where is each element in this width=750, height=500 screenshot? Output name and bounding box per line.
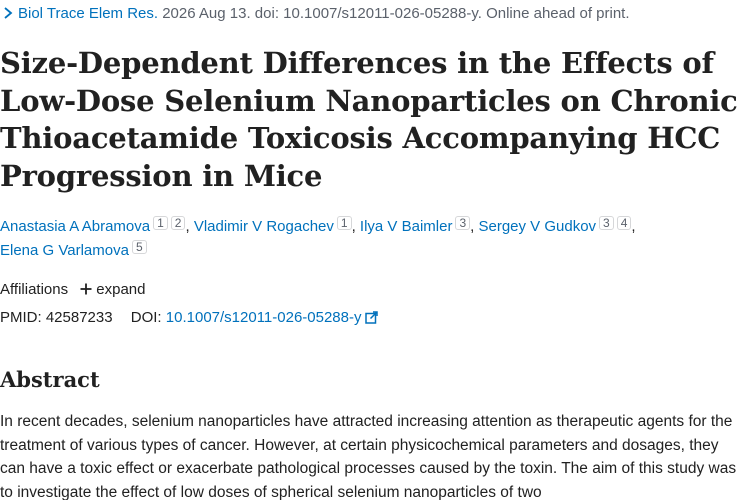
author-link[interactable]: Ilya V Baimler <box>359 218 453 235</box>
author-item: Vladimir V Rogachev 1 <box>193 216 352 235</box>
author-link[interactable]: Sergey V Gudkov <box>478 218 597 235</box>
plus-icon <box>80 283 92 295</box>
author-item: Elena G Varlamova 5 <box>0 240 147 259</box>
identifiers-row: PMID: 42587233 DOI: 10.1007/s12011-026-0… <box>0 308 378 328</box>
affiliation-ref[interactable]: 4 <box>616 216 632 230</box>
doi-label: DOI: <box>130 309 162 326</box>
journal-link[interactable]: Biol Trace Elem Res. <box>18 5 159 22</box>
expand-label: expand <box>96 281 146 298</box>
affiliation-ref[interactable]: 2 <box>170 216 186 230</box>
affiliation-ref[interactable]: 5 <box>131 240 147 254</box>
article-title: Size-Dependent Differences in the Effect… <box>0 46 738 193</box>
author-link[interactable]: Anastasia A Abramova <box>0 218 151 235</box>
doi-link[interactable]: 10.1007/s12011-026-05288-y <box>166 309 378 326</box>
citation-details: 2026 Aug 13. doi: 10.1007/s12011-026-052… <box>162 5 630 22</box>
external-link-icon <box>364 311 378 324</box>
pmid-label: PMID: <box>0 309 42 326</box>
pmid-value: 42587233 <box>45 309 113 326</box>
affiliation-ref[interactable]: 3 <box>599 216 614 230</box>
chevron-right-icon[interactable] <box>2 6 14 20</box>
expand-affiliations-button[interactable]: expand <box>80 281 145 298</box>
affiliation-ref[interactable]: 3 <box>455 216 471 230</box>
author-link[interactable]: Elena G Varlamova <box>0 242 129 259</box>
citation-line: Biol Trace Elem Res. 2026 Aug 13. doi: 1… <box>0 4 630 24</box>
affiliations-label: Affiliations <box>0 281 69 298</box>
authors-list: Anastasia A Abramova 1 2, Vladimir V Rogac… <box>0 216 636 259</box>
affiliations-row: Affiliations expand <box>0 280 145 300</box>
author-item: Ilya V Baimler 3 <box>359 216 471 235</box>
abstract-text: In recent decades, selenium nanoparticle… <box>0 413 737 500</box>
author-item: Sergey V Gudkov 3 4 <box>478 216 632 235</box>
abstract-heading: Abstract <box>0 367 100 392</box>
affiliation-ref[interactable]: 1 <box>336 216 352 230</box>
author-link[interactable]: Vladimir V Rogachev <box>193 218 334 235</box>
affiliation-ref[interactable]: 1 <box>153 216 168 230</box>
author-item: Anastasia A Abramova 1 2 <box>0 216 186 235</box>
doi-value: 10.1007/s12011-026-05288-y <box>165 309 362 326</box>
